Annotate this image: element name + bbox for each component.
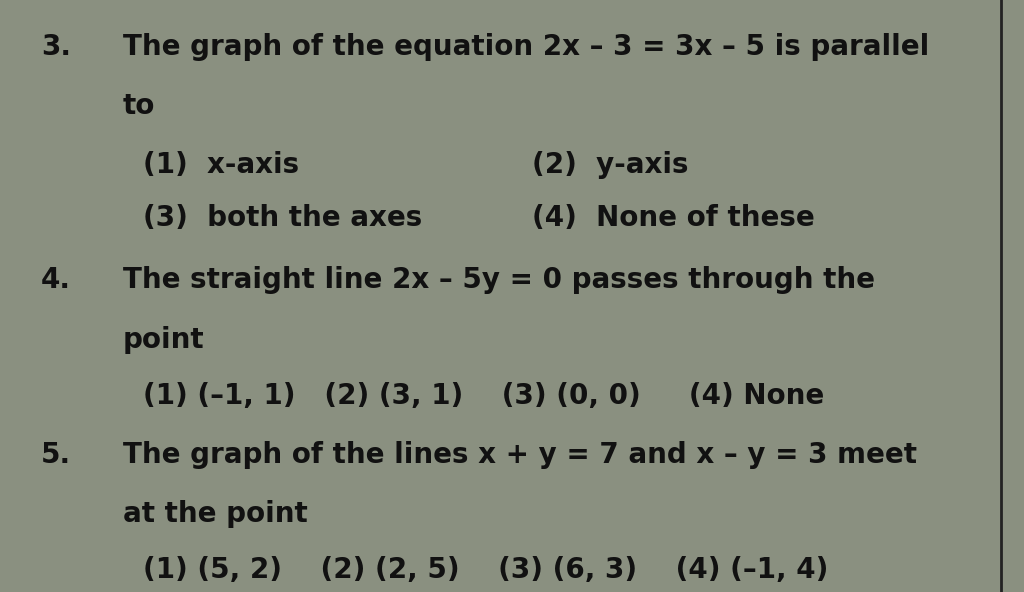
- Text: (3)  both the axes: (3) both the axes: [143, 204, 423, 232]
- Text: (4)  None of these: (4) None of these: [532, 204, 815, 232]
- Text: 4.: 4.: [41, 266, 71, 294]
- Text: to: to: [123, 92, 156, 120]
- Text: 5.: 5.: [41, 441, 71, 469]
- Text: The graph of the equation 2x – 3 = 3x – 5 is parallel: The graph of the equation 2x – 3 = 3x – …: [123, 33, 929, 60]
- Text: (1) (–1, 1)   (2) (3, 1)    (3) (0, 0)     (4) None: (1) (–1, 1) (2) (3, 1) (3) (0, 0) (4) No…: [143, 382, 824, 410]
- Text: (1)  x-axis: (1) x-axis: [143, 151, 299, 179]
- Text: 3.: 3.: [41, 33, 71, 60]
- Text: at the point: at the point: [123, 500, 307, 528]
- Text: point: point: [123, 326, 205, 353]
- Text: (2)  y-axis: (2) y-axis: [532, 151, 689, 179]
- Text: The graph of the lines x + y = 7 and x – y = 3 meet: The graph of the lines x + y = 7 and x –…: [123, 441, 916, 469]
- Text: (1) (5, 2)    (2) (2, 5)    (3) (6, 3)    (4) (–1, 4): (1) (5, 2) (2) (2, 5) (3) (6, 3) (4) (–1…: [143, 556, 828, 584]
- Text: The straight line 2x – 5y = 0 passes through the: The straight line 2x – 5y = 0 passes thr…: [123, 266, 874, 294]
